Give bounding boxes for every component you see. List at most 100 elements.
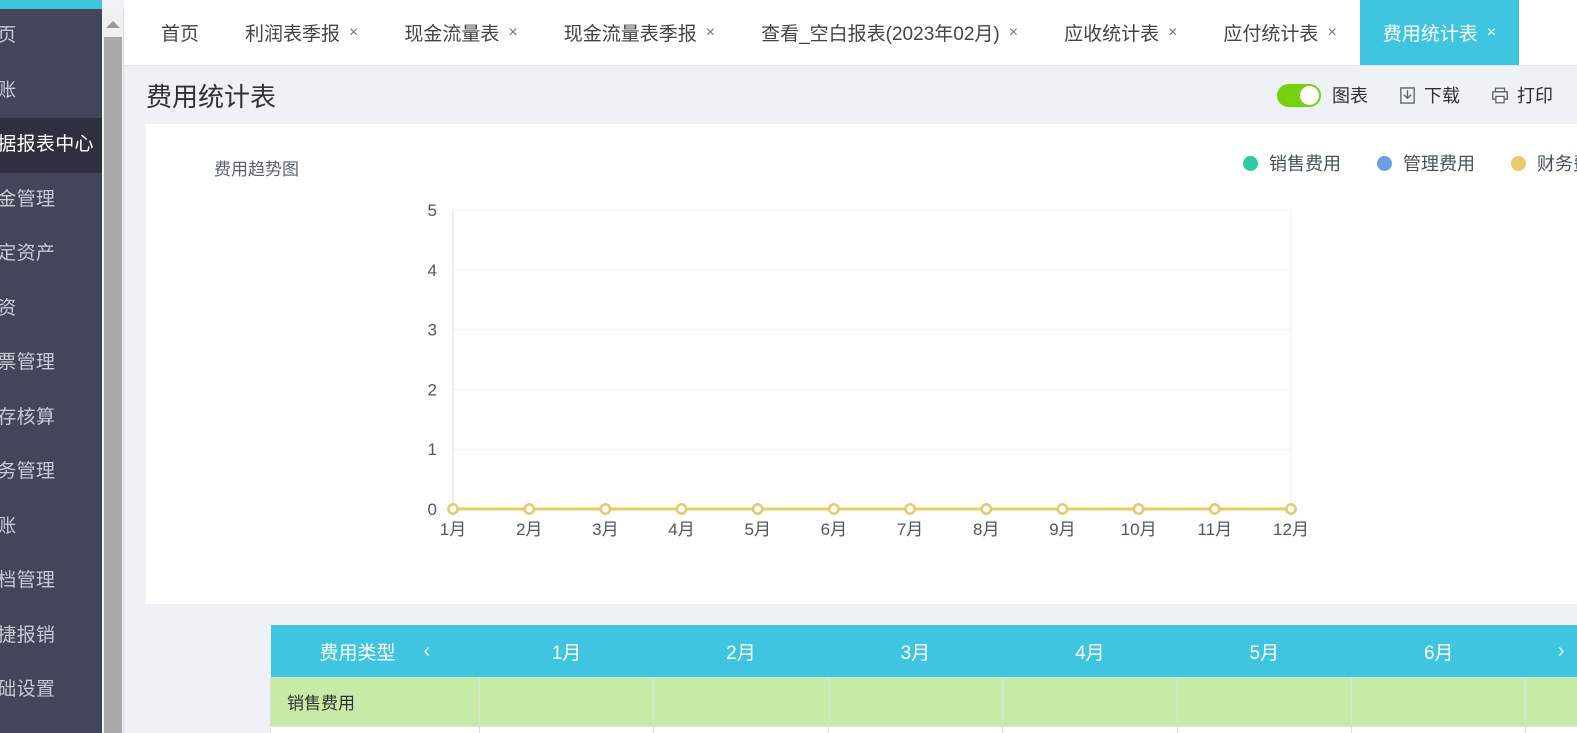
tab-close-icon[interactable]: × xyxy=(508,23,518,41)
sidebar: 首页记账数据报表中心资金管理固定资产工资发票管理库存核算税务管理对账归档管理畅捷… xyxy=(0,9,102,733)
tab-close-icon[interactable]: × xyxy=(1327,23,1337,41)
scrollbar-thumb[interactable] xyxy=(104,37,122,733)
data-point-2-2[interactable] xyxy=(599,503,612,515)
legend-item-2[interactable]: 财务费用 xyxy=(1511,150,1577,176)
table-cell-value-3 xyxy=(1002,726,1178,733)
x-axis-tick-label: 9月 xyxy=(1049,520,1075,539)
next-months-chevron-icon[interactable]: › xyxy=(1557,640,1565,662)
table-cell-value-4 xyxy=(1176,677,1353,727)
data-point-2-0[interactable] xyxy=(447,503,459,515)
tab-close-icon[interactable]: × xyxy=(705,23,716,41)
scroll-up-arrow-icon[interactable] xyxy=(105,21,120,28)
page-title: 费用统计表 xyxy=(146,81,277,112)
tab-5[interactable]: 应收统计表 × xyxy=(1041,0,1200,65)
sidebar-item-0[interactable]: 首页 xyxy=(0,9,102,64)
table-col-header-month-2: 2月 xyxy=(653,625,829,677)
sidebar-item-label: 畅捷报销 xyxy=(0,624,56,646)
sidebar-item-label: 首页 xyxy=(0,25,17,46)
tab-7[interactable]: 费用统计表 × xyxy=(1359,0,1520,65)
y-axis-tick-label: 3 xyxy=(428,321,437,340)
table-col-header-month-6: 6月 xyxy=(1351,625,1526,677)
data-point-2-5[interactable] xyxy=(828,503,840,515)
download-button[interactable]: 下载 xyxy=(1398,82,1460,108)
x-axis-tick-label: 6月 xyxy=(821,520,847,539)
sidebar-item-6[interactable]: 发票管理 xyxy=(0,336,102,391)
tab-2[interactable]: 现金流量表 × xyxy=(381,0,540,65)
data-point-2-4[interactable] xyxy=(752,503,764,515)
table-col-header-label: 5月 xyxy=(1249,642,1280,664)
x-axis-tick-label: 5月 xyxy=(744,520,770,539)
legend-label: 销售费用 xyxy=(1269,154,1341,174)
sidebar-item-1[interactable]: 记账 xyxy=(0,64,102,119)
x-axis-tick-label: 12月 xyxy=(1273,520,1309,539)
report-table: 费用类型 ‹ 1月 2月 3月 4月 5月 6月 ›本年累计 销售费用 xyxy=(270,625,1577,733)
table-col-header-label: 1月 xyxy=(551,642,582,664)
header-actions: 图表 下载 xyxy=(1277,82,1553,108)
sidebar-scrollbar[interactable] xyxy=(102,9,124,733)
sidebar-item-4[interactable]: 固定资产 xyxy=(0,227,102,282)
table-col-header-label: 6月 xyxy=(1423,642,1454,664)
sidebar-item-label: 基础设置 xyxy=(0,679,56,700)
sidebar-item-10[interactable]: 归档管理 xyxy=(0,554,102,609)
tab-1[interactable]: 利润表季报 × xyxy=(222,0,381,65)
tab-label: 查看_空白报表(2023年02月) xyxy=(761,24,1000,45)
legend-label: 财务费用 xyxy=(1537,154,1577,174)
prev-months-chevron-icon[interactable]: ‹ xyxy=(423,640,431,662)
x-axis-tick-label: 11月 xyxy=(1197,520,1232,539)
tab-close-icon[interactable]: × xyxy=(1168,23,1178,41)
data-point-2-1[interactable] xyxy=(523,503,535,515)
data-point-2-8[interactable] xyxy=(1056,503,1069,515)
data-point-2-9[interactable] xyxy=(1132,503,1145,515)
y-axis-tick-label: 2 xyxy=(428,380,437,399)
table-head: 费用类型 ‹ 1月 2月 3月 4月 5月 6月 ›本年累计 xyxy=(270,625,1577,677)
chart-toggle-switch[interactable] xyxy=(1277,83,1321,107)
tab-label: 现金流量表 xyxy=(404,24,500,45)
data-point-2-7[interactable] xyxy=(980,503,992,515)
sidebar-item-label: 记账 xyxy=(0,79,17,101)
y-axis-tick-label: 4 xyxy=(428,261,437,280)
sidebar-item-3[interactable]: 资金管理 xyxy=(0,173,102,228)
tab-4[interactable]: 查看_空白报表(2023年02月) × xyxy=(738,0,1041,65)
x-axis-tick-label: 3月 xyxy=(592,520,618,539)
data-point-2-11[interactable] xyxy=(1285,503,1297,515)
x-axis-tick-label: 7月 xyxy=(897,520,923,539)
tab-0[interactable]: 首页 xyxy=(138,0,222,65)
sidebar-item-7[interactable]: 库存核算 xyxy=(0,391,102,446)
sidebar-item-8[interactable]: 税务管理 xyxy=(0,445,102,500)
sidebar-item-12[interactable]: 基础设置 xyxy=(0,663,102,718)
table-row[interactable]: 销售费用 xyxy=(270,677,1577,727)
sidebar-item-11[interactable]: 畅捷报销 xyxy=(0,609,102,664)
tab-label: 费用统计表 xyxy=(1382,24,1478,45)
tab-3[interactable]: 现金流量表季报 × xyxy=(541,0,738,65)
table-cell-value-1 xyxy=(653,677,829,727)
top-accent-strip xyxy=(0,0,102,9)
print-button[interactable]: 打印 xyxy=(1490,82,1553,108)
legend-item-0[interactable]: 销售费用 xyxy=(1243,150,1341,176)
table-col-header-total: ›本年累计 xyxy=(1525,625,1577,677)
download-label: 下载 xyxy=(1424,86,1460,106)
table-col-header-month-5: 5月 xyxy=(1177,625,1352,677)
tab-close-icon[interactable]: × xyxy=(349,23,359,41)
data-point-2-3[interactable] xyxy=(675,503,688,515)
legend-label: 管理费用 xyxy=(1403,154,1475,174)
toggle-knob xyxy=(1300,85,1319,105)
tab-6[interactable]: 应付统计表 × xyxy=(1200,0,1359,65)
sidebar-item-9[interactable]: 对账 xyxy=(0,500,102,555)
line-chart-svg: 0 1 2 3 4 5 1月 2月 3月 4月 5月 6月 7月 8月 9月 10月 11月 12月 xyxy=(428,201,1309,539)
sidebar-item-label: 对账 xyxy=(0,515,17,537)
table-row[interactable] xyxy=(270,726,1577,733)
tab-label: 首页 xyxy=(161,24,200,45)
report-table-wrap: 费用类型 ‹ 1月 2月 3月 4月 5月 6月 ›本年累计 销售费用 xyxy=(270,625,1577,733)
chart-title: 费用趋势图 xyxy=(214,160,299,179)
table-cell-value-0 xyxy=(478,726,655,733)
legend-item-1[interactable]: 管理费用 xyxy=(1377,150,1475,176)
data-point-2-10[interactable] xyxy=(1209,503,1221,515)
tab-close-icon[interactable]: × xyxy=(1486,23,1497,41)
data-point-2-6[interactable] xyxy=(904,503,916,515)
chart-card: 费用趋势图 销售费用 管理费用 财务费用 0 1 2 3 4 5 1月 2月 3月 4月 5月 6月 7月 8… xyxy=(146,124,1577,604)
sidebar-item-2[interactable]: 数据报表中心 xyxy=(0,118,102,173)
tab-close-icon[interactable]: × xyxy=(1008,23,1019,41)
chart-toggle-group[interactable]: 图表 xyxy=(1277,82,1368,108)
sidebar-item-5[interactable]: 工资 xyxy=(0,282,102,337)
table-cell-value-5 xyxy=(1351,677,1527,727)
